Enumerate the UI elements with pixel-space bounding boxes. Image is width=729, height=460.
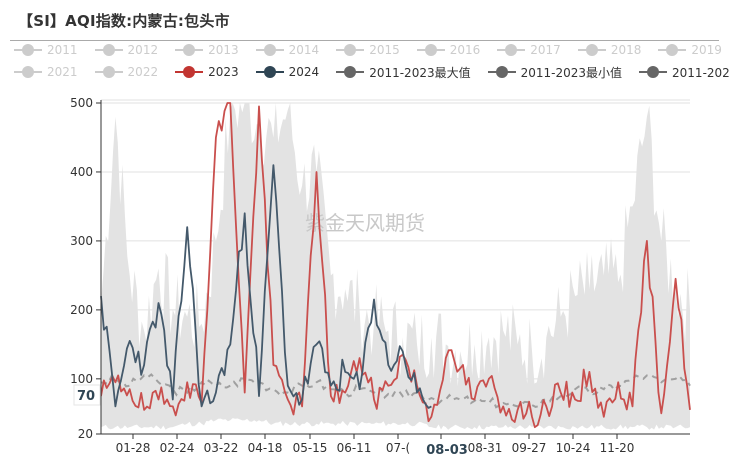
legend-item-2011-2023最大值[interactable]: 2011-2023最大值 — [336, 64, 471, 81]
legend-marker-icon — [14, 44, 42, 56]
legend-label: 2011-2023均值 — [672, 65, 729, 80]
legend-label: 2021 — [47, 65, 78, 79]
legend-item-2011-2023最小值[interactable]: 2011-2023最小值 — [487, 64, 623, 81]
legend-marker-icon — [94, 66, 123, 78]
x-tick-label: 05-15 — [293, 441, 328, 455]
legend-marker-icon — [175, 66, 204, 78]
legend-marker-icon — [255, 66, 284, 78]
legend-marker-icon — [255, 44, 284, 56]
x-tick-label: 06-11 — [337, 441, 372, 455]
legend-item-2013[interactable]: 2013 — [175, 43, 239, 57]
legend-marker-icon — [416, 44, 445, 56]
legend-label: 2016 — [449, 43, 481, 57]
legend-label: 2015 — [369, 43, 400, 57]
legend-marker-icon — [487, 66, 516, 78]
legend-marker-icon — [336, 44, 365, 56]
legend-item-2018[interactable]: 2018 — [577, 43, 642, 57]
series-2024 — [100, 164, 432, 409]
legend-item-2011-2023均值[interactable]: 2011-2023均值 — [639, 64, 729, 81]
legend-item-2024[interactable]: 2024 — [255, 65, 320, 79]
y-tick-label: 200 — [70, 303, 93, 317]
y-pointer-label-bg — [73, 384, 101, 406]
legend-label: 2011-2023最小值 — [520, 65, 623, 80]
legend-item-2016[interactable]: 2016 — [416, 43, 481, 57]
y-tick-label: 20 — [78, 427, 93, 441]
title-divider — [10, 40, 719, 41]
legend-marker-icon — [658, 44, 687, 56]
legend-label: 2011 — [47, 43, 78, 57]
legend-item-2021[interactable]: 2021 — [14, 65, 78, 79]
x-tick-label: 03-22 — [204, 441, 239, 455]
min-max-band — [101, 103, 690, 430]
y-tick-label: 500 — [70, 96, 93, 110]
y-tick-label: 300 — [70, 234, 93, 248]
axes: 20 100 200 300 400 500 01-28 02-24 03-22 04-18 05-… — [70, 96, 690, 455]
legend-item-2017[interactable]: 2017 — [497, 43, 561, 57]
legend-label: 2012 — [127, 43, 159, 57]
x-tick-label: 08-31 — [468, 441, 503, 455]
legend-item-2015[interactable]: 2015 — [336, 43, 400, 57]
legend-label: 2017 — [530, 43, 561, 57]
legend-row-1: 2011201220132014201520162017201820192020 — [14, 42, 729, 58]
y-tick-label: 400 — [70, 165, 93, 179]
legend-marker-icon — [497, 44, 526, 56]
x-tick-label: 02-24 — [160, 441, 195, 455]
x-pointer-label: 08-03 — [426, 443, 468, 458]
watermark-text: 紫金天风期货 — [305, 211, 425, 235]
series-2023 — [100, 102, 691, 429]
legend-item-2022[interactable]: 2022 — [94, 65, 159, 79]
legend-item-2012[interactable]: 2012 — [94, 43, 159, 57]
legend-item-2011[interactable]: 2011 — [14, 43, 78, 57]
x-tick-label: 10-24 — [556, 441, 591, 455]
x-tick-label: 01-28 — [116, 441, 151, 455]
legend-marker-icon — [639, 66, 668, 78]
x-tick-label: 11-20 — [600, 441, 635, 455]
legend-row-2: 2021 2022 2023 2024 2011-2023最大值 2011-2023最小值… — [14, 64, 729, 80]
chart-title: 【SI】AQI指数:内蒙古:包头市 — [18, 12, 230, 30]
legend-label: 2019 — [691, 43, 722, 57]
legend-label: 2024 — [288, 65, 320, 79]
legend-label: 2011-2023最大值 — [369, 65, 471, 80]
legend-label: 2018 — [610, 43, 642, 57]
legend-marker-icon — [577, 44, 606, 56]
axis-pointer: 70 08-03 — [73, 384, 468, 458]
legend-label: 2022 — [127, 65, 159, 79]
legend-marker-icon — [94, 44, 123, 56]
legend-label: 2023 — [208, 65, 239, 79]
y-tick-label: 100 — [70, 372, 93, 386]
x-tick-label: 04-18 — [248, 441, 283, 455]
legend-marker-icon — [336, 66, 365, 78]
y-pointer-label: 70 — [77, 389, 95, 404]
legend-item-2019[interactable]: 2019 — [658, 43, 722, 57]
legend-marker-icon — [14, 66, 42, 78]
legend-label: 2014 — [288, 43, 320, 57]
legend-label: 2013 — [208, 43, 239, 57]
x-tick-label: 09-27 — [512, 441, 547, 455]
legend-item-2014[interactable]: 2014 — [255, 43, 320, 57]
legend-marker-icon — [175, 44, 204, 56]
x-tick-label: 07-( — [386, 441, 410, 455]
legend-item-2023[interactable]: 2023 — [175, 65, 239, 79]
